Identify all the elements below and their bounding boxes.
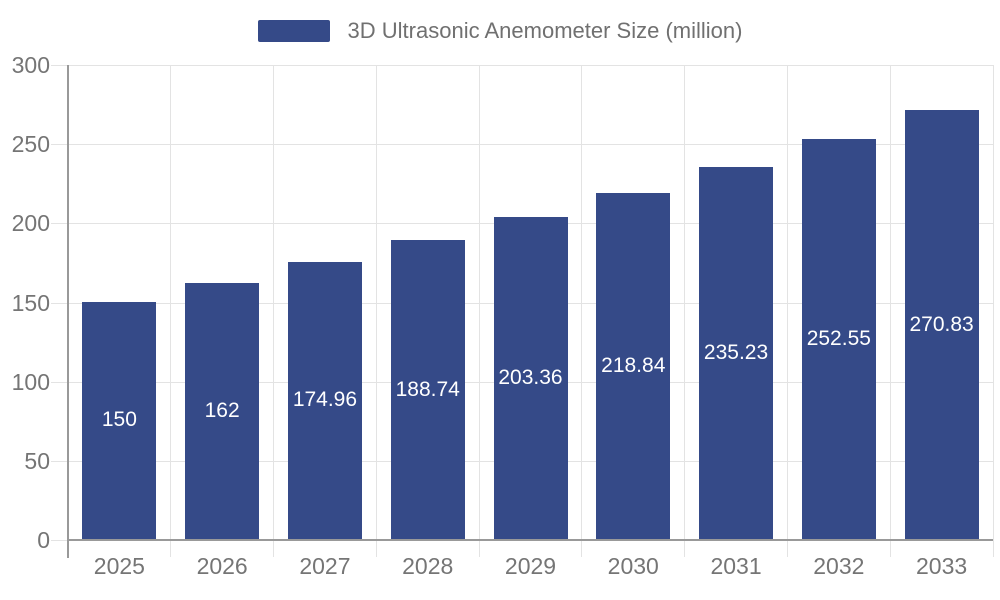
y-tick-label: 100 (11, 368, 50, 395)
bar-value-label: 150 (101, 408, 137, 432)
gridline-vertical (786, 65, 788, 557)
x-tick-label: 2031 (710, 553, 762, 579)
bar-value-label: 218.84 (601, 353, 666, 377)
gridline-vertical (992, 65, 994, 557)
gridline-horizontal (51, 65, 993, 66)
y-tick-label: 200 (11, 210, 50, 237)
gridline-vertical (581, 65, 583, 557)
bar-2028[interactable]: 188.74 (390, 240, 465, 539)
bar-value-label: 174.96 (292, 388, 358, 412)
y-tick-label: 0 (37, 527, 50, 553)
x-tick-label: 2025 (93, 553, 145, 579)
bar-2026[interactable]: 162 (185, 282, 260, 539)
x-tick-label: 2027 (299, 553, 351, 579)
y-tick-label: 50 (24, 447, 50, 474)
bar-value-label: 270.83 (909, 312, 974, 336)
gridline-vertical (684, 65, 686, 557)
bar-2032[interactable]: 252.55 (801, 139, 876, 539)
legend-item[interactable]: 3D Ultrasonic Anemometer Size (million) (0, 18, 1000, 44)
x-axis-line (68, 539, 993, 541)
x-tick-label: 2028 (402, 553, 454, 579)
gridline-vertical (889, 65, 891, 557)
bar-2027[interactable]: 174.96 (287, 261, 362, 539)
bar-2031[interactable]: 235.23 (699, 166, 774, 539)
y-axis-line (67, 65, 69, 558)
legend-swatch-icon (257, 20, 330, 42)
y-tick-label: 250 (11, 131, 50, 158)
x-tick-label: 2029 (504, 553, 557, 579)
y-tick-label: 300 (11, 52, 50, 78)
plot-area: 150 162 174.96 188.74 203.36 218.84 235.23 252.… (51, 65, 994, 558)
x-tick-label: 2026 (196, 553, 248, 579)
gridline-vertical (375, 65, 377, 557)
gridline-horizontal (51, 144, 993, 146)
x-tick-label: 2032 (813, 553, 865, 579)
x-tick-label: 2030 (607, 553, 659, 579)
x-tick-label: 2033 (916, 553, 968, 579)
gridline-vertical (170, 65, 172, 557)
bar-value-label: 188.74 (395, 377, 460, 401)
gridline-vertical (273, 65, 275, 557)
bar-2025[interactable]: 150 (82, 301, 157, 539)
bar-2033[interactable]: 270.83 (904, 110, 979, 539)
gridline-vertical (478, 65, 480, 557)
y-tick-label: 150 (11, 289, 50, 316)
legend-label: 3D Ultrasonic Anemometer Size (million) (347, 18, 743, 43)
bar-value-label: 203.36 (498, 366, 563, 389)
bar-2030[interactable]: 218.84 (596, 192, 671, 539)
bar-value-label: 235.23 (703, 340, 769, 364)
bar-value-label: 162 (204, 398, 240, 422)
bar-2029[interactable]: 203.36 (493, 217, 568, 539)
bar-value-label: 252.55 (806, 327, 871, 351)
